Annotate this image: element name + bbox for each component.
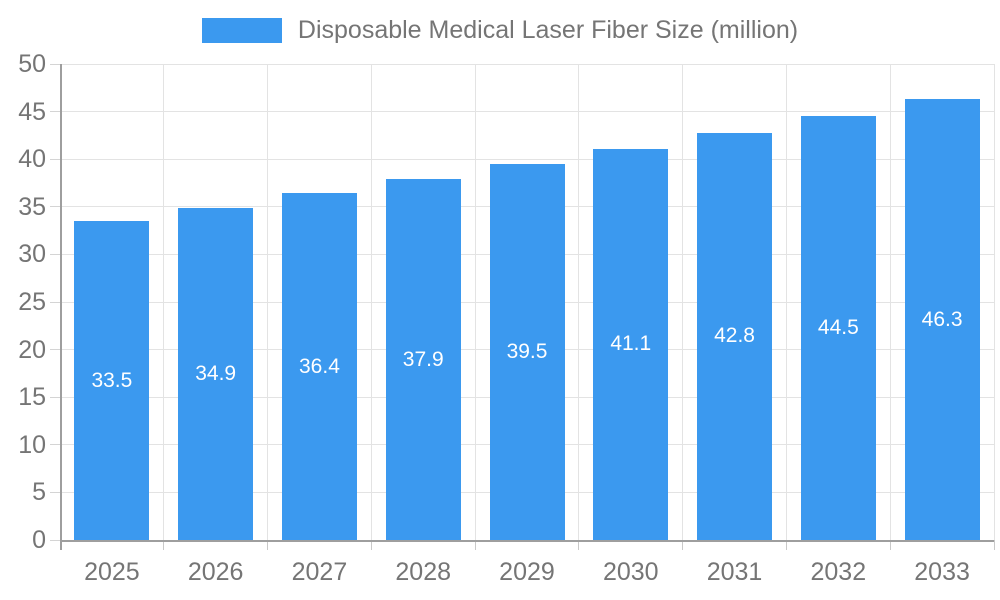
- bar[interactable]: 33.5: [74, 221, 150, 540]
- x-axis-tick-label: 2032: [810, 558, 867, 586]
- vertical-gridline: [474, 64, 476, 540]
- y-axis-tick: [50, 158, 60, 160]
- x-axis-tick-label: 2028: [395, 558, 452, 586]
- vertical-gridline: [889, 64, 891, 540]
- x-axis-tick: [993, 540, 995, 550]
- bar[interactable]: 42.8: [697, 132, 773, 540]
- x-axis-tick: [578, 540, 580, 550]
- legend-swatch: [201, 18, 282, 43]
- y-axis-tick: [50, 396, 60, 398]
- bar[interactable]: 37.9: [385, 179, 461, 540]
- y-axis-tick: [50, 301, 60, 303]
- horizontal-gridline: [60, 158, 994, 160]
- x-axis-tick-label: 2030: [602, 558, 659, 586]
- x-axis-tick: [474, 540, 476, 550]
- y-axis-tick: [50, 63, 60, 65]
- x-axis-tick-label: 2031: [706, 558, 763, 586]
- bar-value-label: 33.5: [91, 368, 133, 392]
- x-axis-tick: [785, 540, 787, 550]
- bar[interactable]: 41.1: [593, 148, 669, 540]
- bar-value-label: 36.4: [299, 354, 340, 378]
- bar-value-label: 44.5: [817, 316, 859, 340]
- y-axis-tick: [50, 444, 60, 446]
- y-axis-tick: [50, 349, 60, 351]
- vertical-gridline: [163, 64, 165, 540]
- y-axis-tick: [50, 206, 60, 208]
- horizontal-gridline: [60, 111, 994, 113]
- y-axis-tick: [50, 111, 60, 113]
- y-axis-tick: [50, 539, 60, 541]
- plot-area: 33.5 34.9 36.4 37.9 39.5 41.1 42.8 44.5 46.3: [50, 63, 995, 550]
- bar-value-label: 41.1: [610, 332, 652, 356]
- x-axis-tick-label: 2027: [291, 558, 348, 586]
- y-axis-tick-label: 10: [18, 430, 46, 459]
- y-axis-tick-label: 30: [18, 240, 46, 269]
- vertical-gridline: [682, 64, 684, 540]
- x-axis-labels: 2025 2026 2027 2028 2029 2030 2031 2032 2033: [60, 554, 994, 590]
- x-axis-tick: [370, 540, 372, 550]
- y-axis-tick-label: 50: [18, 50, 46, 78]
- x-axis-line: [60, 540, 994, 542]
- bar-value-label: 42.8: [714, 324, 755, 348]
- x-axis-tick-label: 2033: [914, 558, 970, 586]
- x-axis-tick-label: 2025: [84, 558, 140, 586]
- bar-value-label: 34.9: [195, 361, 237, 385]
- bar[interactable]: 34.9: [178, 207, 254, 540]
- y-axis-line: [60, 64, 62, 550]
- bar-value-label: 39.5: [506, 339, 548, 363]
- bar[interactable]: 39.5: [489, 163, 565, 540]
- y-axis-tick-label: 0: [32, 526, 46, 554]
- vertical-gridline: [578, 64, 580, 540]
- y-axis-tick-label: 45: [18, 97, 46, 126]
- bar-value-label: 37.9: [402, 347, 444, 371]
- x-axis-tick: [267, 540, 269, 550]
- y-axis-tick-label: 15: [18, 383, 46, 412]
- y-axis-tick-label: 40: [18, 145, 46, 174]
- x-axis-tick-label: 2026: [187, 558, 244, 586]
- bar-value-label: 46.3: [921, 307, 963, 331]
- y-axis-labels: 0 5 10 15 20 25 30 35 40 45 50: [0, 50, 50, 554]
- vertical-gridline: [785, 64, 787, 540]
- horizontal-gridline: [60, 63, 994, 65]
- bar[interactable]: 46.3: [904, 99, 980, 540]
- chart-legend[interactable]: Disposable Medical Laser Fiber Size (mil…: [0, 16, 1000, 45]
- y-axis-tick: [50, 253, 60, 255]
- vertical-gridline: [267, 64, 269, 540]
- vertical-gridline: [370, 64, 372, 540]
- x-axis-tick: [163, 540, 165, 550]
- y-axis-tick: [50, 491, 60, 493]
- bar[interactable]: 44.5: [800, 116, 876, 540]
- y-axis-tick-label: 5: [32, 478, 46, 507]
- y-axis-tick-label: 20: [18, 335, 46, 364]
- vertical-gridline: [993, 64, 995, 540]
- y-axis-tick-label: 25: [18, 288, 46, 316]
- x-axis-tick: [682, 540, 684, 550]
- x-axis-tick: [889, 540, 891, 550]
- y-axis-tick-label: 35: [18, 192, 46, 221]
- x-axis-tick-label: 2029: [499, 558, 555, 586]
- bar[interactable]: 36.4: [281, 193, 357, 540]
- legend-label: Disposable Medical Laser Fiber Size (mil…: [297, 16, 799, 44]
